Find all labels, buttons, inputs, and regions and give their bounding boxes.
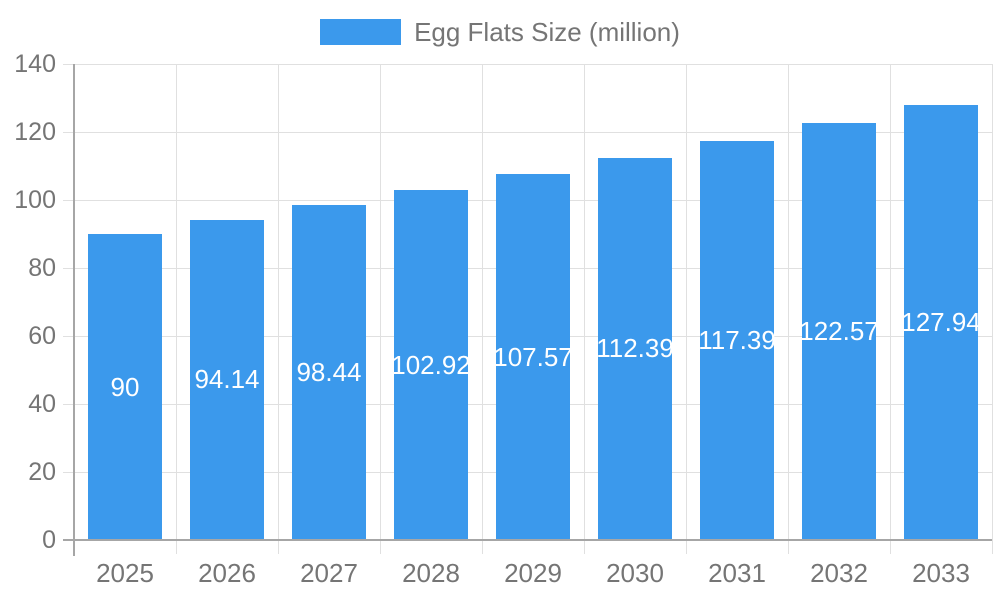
y-axis-label-120: 120: [14, 118, 56, 146]
bar-2027: 98.44: [292, 205, 366, 540]
gridline-x-9: [991, 64, 993, 554]
legend-label: Egg Flats Size (million): [414, 17, 680, 47]
gridline-y-120: [63, 131, 992, 133]
bar-2030: 112.39: [596, 157, 674, 540]
bar-value-label-2031: 117.39: [698, 324, 776, 355]
gridline-x-6: [685, 64, 687, 554]
bar-2033: 127.94: [901, 105, 981, 540]
legend-swatch: [320, 19, 402, 45]
gridline-x-3: [379, 64, 381, 554]
bar-2025: 90: [88, 234, 162, 540]
y-axis-label-40: 40: [28, 390, 56, 418]
bar-2032: 122.57: [799, 123, 879, 540]
bar-2028: 102.92: [391, 190, 471, 540]
bar-value-label-2029: 107.57: [493, 341, 573, 372]
bar-value-label-2028: 102.92: [391, 349, 471, 380]
x-axis-label-2031: 2031: [708, 558, 766, 588]
y-axis-label-140: 140: [14, 50, 56, 78]
bar-value-label-2030: 112.39: [596, 333, 674, 364]
x-axis-line: [63, 539, 992, 541]
bar-2029: 107.57: [493, 174, 573, 540]
gridline-x-4: [481, 64, 483, 554]
bar-value-label-2026: 94.14: [194, 364, 260, 395]
gridline-x-7: [787, 64, 789, 554]
y-axis-label-20: 20: [28, 458, 56, 486]
y-axis-label-0: 0: [42, 526, 56, 554]
gridline-x-5: [583, 64, 585, 554]
y-axis-label-60: 60: [28, 322, 56, 350]
x-axis-label-2028: 2028: [402, 558, 460, 588]
bar-value-label-2027: 98.44: [296, 357, 362, 388]
bar-2026: 94.14: [190, 219, 264, 540]
bar-2031: 117.39: [698, 140, 776, 540]
y-axis-label-100: 100: [14, 186, 56, 214]
legend-item[interactable]: Egg Flats Size (million): [0, 19, 1000, 45]
gridline-x-8: [889, 64, 891, 554]
gridline-x-2: [277, 64, 279, 554]
x-axis-label-2029: 2029: [504, 558, 562, 588]
y-axis-label-80: 80: [28, 254, 56, 282]
x-axis-label-2030: 2030: [606, 558, 664, 588]
x-axis-label-2032: 2032: [810, 558, 868, 588]
y-axis-line: [73, 64, 75, 556]
gridline-y-140: [63, 63, 992, 65]
bar-value-label-2033: 127.94: [901, 306, 981, 337]
gridline-x-1: [175, 64, 177, 554]
bar-value-label-2032: 122.57: [799, 316, 879, 347]
x-axis-label-2027: 2027: [300, 558, 358, 588]
bar-value-label-2025: 90: [110, 371, 140, 402]
x-axis-label-2033: 2033: [912, 558, 970, 588]
x-axis-label-2025: 2025: [96, 558, 154, 588]
x-axis-label-2026: 2026: [198, 558, 256, 588]
